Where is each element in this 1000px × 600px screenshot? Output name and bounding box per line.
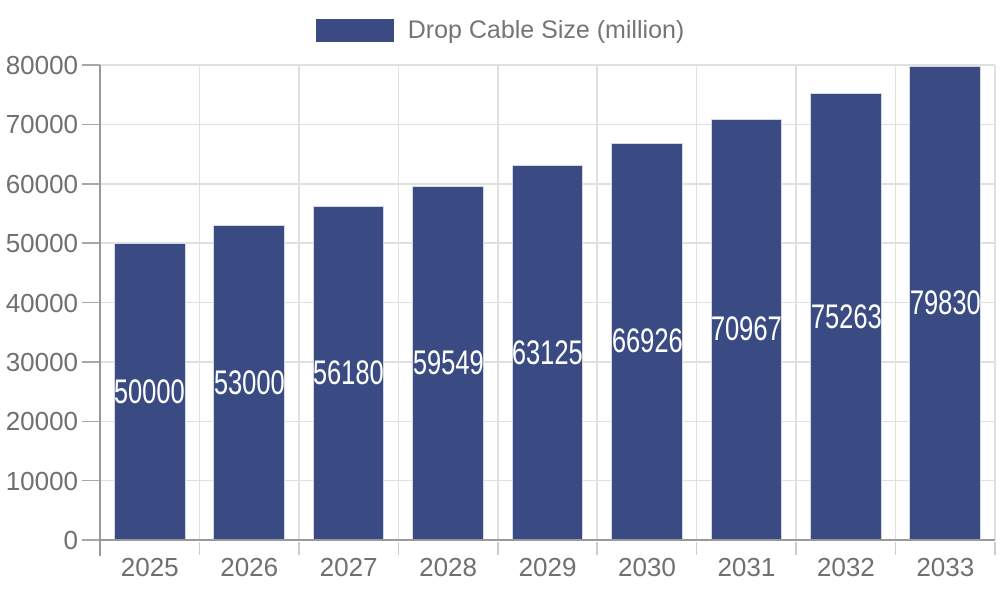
x-axis-tick-label: 2025 — [120, 552, 179, 582]
x-axis-tick — [298, 542, 300, 555]
bar: 75263 — [810, 93, 882, 540]
y-axis-tick-label: 40000 — [5, 287, 78, 318]
gridline-vertical — [596, 65, 598, 540]
gridline-vertical — [298, 65, 300, 540]
x-axis-tick-label: 2033 — [916, 552, 975, 582]
y-axis-tick — [82, 361, 100, 363]
y-axis-tick — [82, 539, 100, 541]
bar-value-label: 70967 — [710, 310, 782, 349]
gridline-vertical — [994, 65, 996, 540]
bar: 66926 — [611, 142, 683, 540]
bar-value-label: 53000 — [213, 363, 285, 402]
x-axis-tick-label: 2032 — [816, 552, 875, 582]
y-axis-tick — [82, 183, 100, 185]
bar-value-label: 63125 — [512, 333, 583, 372]
plot-area: 50000 53000 56180 59549 63125 66926 70967 75263… — [6, 50, 996, 582]
gridline-vertical — [397, 65, 400, 540]
bar-value-label: 56180 — [313, 354, 385, 393]
y-axis-tick — [82, 64, 100, 66]
x-axis-tick — [894, 542, 897, 555]
x-axis-tick — [497, 542, 499, 555]
x-axis-tick-label: 2030 — [618, 552, 676, 582]
x-axis-tick-label: 2029 — [518, 552, 577, 582]
bar-value-label: 59549 — [412, 344, 484, 383]
gridline-vertical — [497, 65, 499, 540]
gridline-vertical — [198, 65, 201, 540]
gridline-vertical — [894, 65, 897, 540]
x-axis-tick-label: 2027 — [319, 552, 378, 582]
y-axis-tick-label: 0 — [63, 525, 78, 555]
legend-label: Drop Cable Size (million) — [407, 16, 685, 44]
legend-swatch — [315, 18, 394, 42]
x-axis-tick-label: 2026 — [220, 552, 279, 582]
x-axis-tick-label: 2031 — [717, 552, 776, 582]
x-axis-tick-label: 2028 — [419, 552, 477, 582]
y-axis-line — [99, 65, 101, 556]
x-axis-tick — [397, 542, 400, 555]
y-axis-tick-label: 50000 — [5, 228, 78, 259]
x-axis-line — [100, 539, 995, 541]
bar: 53000 — [213, 225, 285, 540]
bar: 63125 — [511, 165, 584, 540]
bar-value-label: 50000 — [114, 372, 186, 411]
gridline-horizontal — [100, 64, 995, 66]
bar: 70967 — [710, 118, 783, 540]
bar-value-label: 75263 — [810, 297, 882, 336]
legend[interactable]: Drop Cable Size (million) — [0, 16, 1000, 44]
y-axis-tick — [82, 123, 100, 126]
bar: 79830 — [909, 66, 982, 540]
x-axis-tick — [994, 542, 996, 555]
bar: 50000 — [113, 243, 186, 540]
gridline-vertical — [795, 65, 797, 540]
y-axis-tick-label: 10000 — [5, 465, 78, 496]
x-axis-tick — [795, 542, 797, 555]
bar: 56180 — [312, 206, 385, 540]
y-axis-tick — [82, 301, 100, 304]
bar-value-label: 66926 — [611, 322, 683, 361]
x-axis-tick — [695, 542, 698, 555]
y-axis-tick-label: 70000 — [5, 109, 78, 140]
gridline-vertical — [695, 65, 698, 540]
bar: 59549 — [412, 186, 484, 540]
y-axis-tick — [82, 479, 100, 482]
y-axis-tick-label: 30000 — [5, 346, 78, 377]
y-axis-tick-label: 80000 — [5, 50, 78, 80]
y-axis-tick-label: 60000 — [5, 168, 78, 199]
x-axis-tick — [198, 542, 201, 555]
bar-value-label: 79830 — [909, 284, 981, 322]
y-axis-tick — [82, 242, 100, 244]
y-axis-tick — [82, 420, 100, 422]
y-axis-tick-label: 20000 — [5, 406, 78, 437]
x-axis-tick — [596, 542, 598, 555]
gridline-horizontal — [100, 123, 995, 126]
